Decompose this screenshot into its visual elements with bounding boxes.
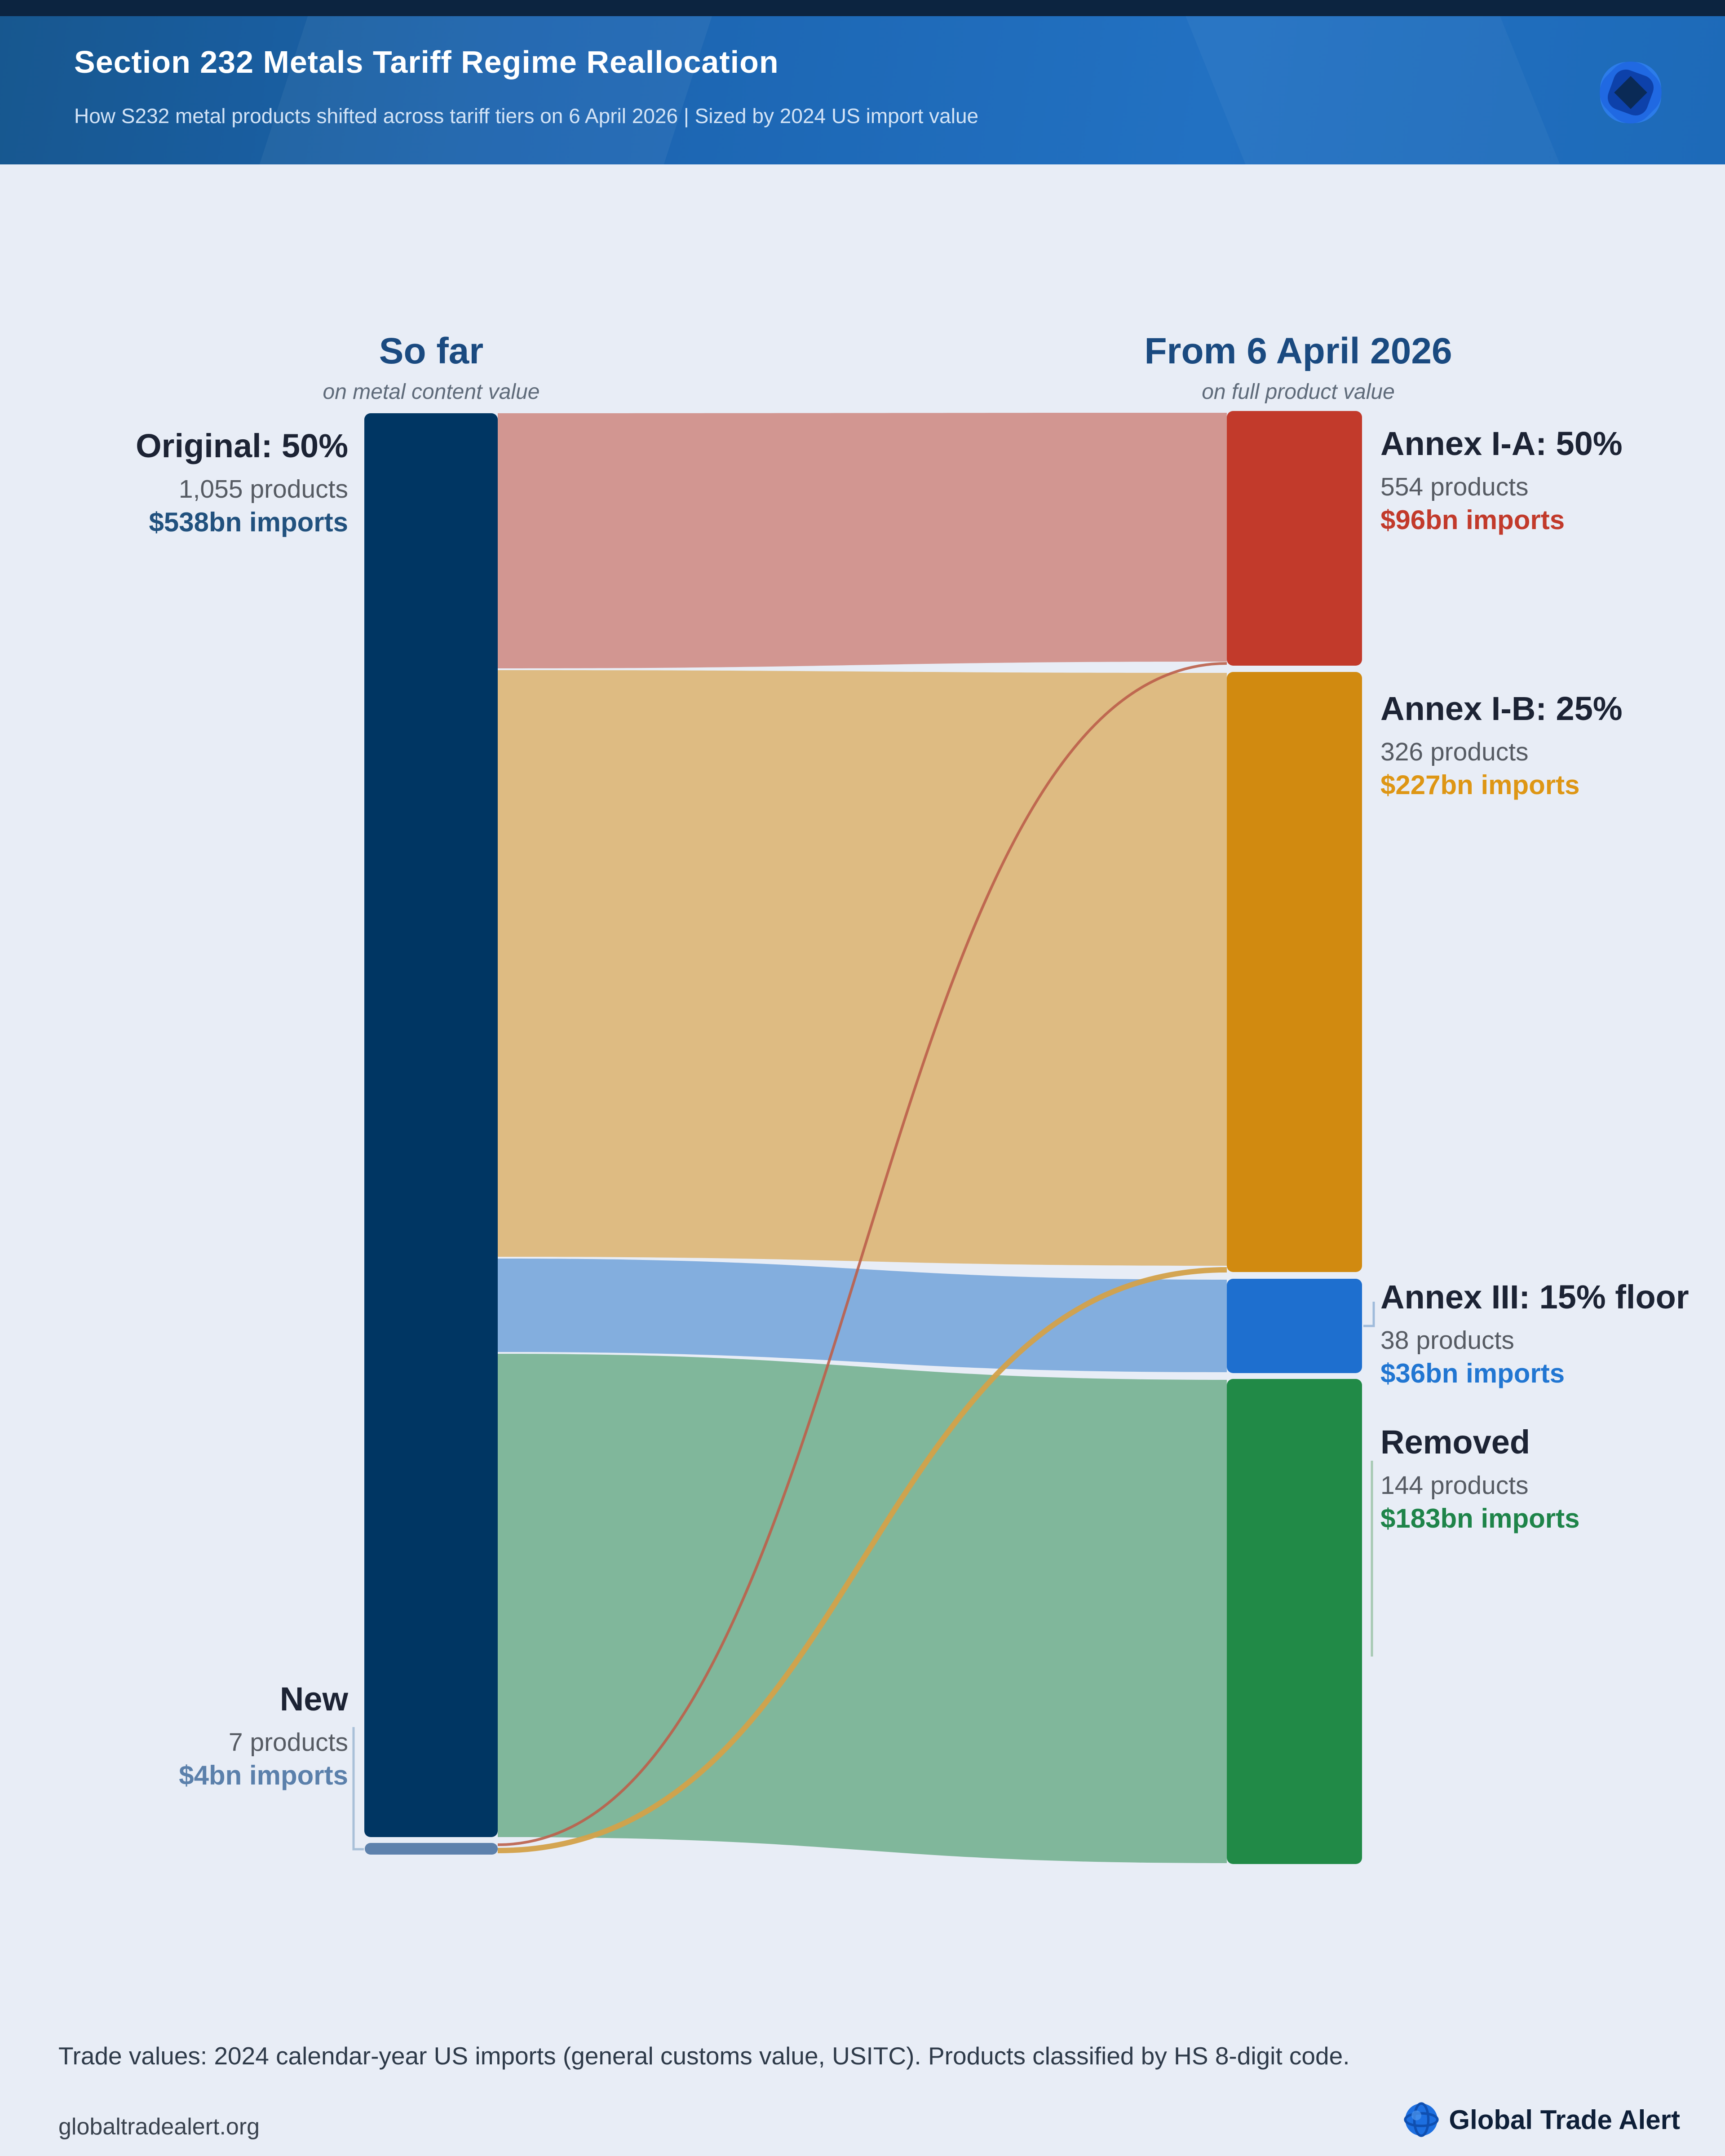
removed-imports: $183bn imports bbox=[1380, 1503, 1580, 1533]
annex-iii-title: Annex III: 15% floor bbox=[1380, 1278, 1689, 1316]
left-column-subtitle: on metal content value bbox=[323, 380, 540, 404]
node-annex-ia bbox=[1227, 411, 1362, 666]
new-imports: $4bn imports bbox=[179, 1760, 348, 1790]
new-label-connector bbox=[352, 1727, 364, 1851]
removed-products: 144 products bbox=[1380, 1471, 1529, 1500]
site-url: globaltradealert.org bbox=[58, 2114, 260, 2140]
flow-new-to-annex-ia bbox=[497, 662, 1227, 1846]
annex-ib-imports: $227bn imports bbox=[1380, 770, 1580, 800]
node-original bbox=[364, 413, 498, 1837]
annex-ib-title: Annex I-B: 25% bbox=[1380, 690, 1623, 727]
header: Section 232 Metals Tariff Regime Realloc… bbox=[0, 16, 1725, 164]
label-block-original: Original: 50% 1,055 products $538bn impo… bbox=[136, 425, 348, 539]
left-column-title: So far bbox=[379, 331, 484, 371]
label-block-removed: Removed 144 products $183bn imports bbox=[1380, 1422, 1579, 1535]
flow-original-to-annex-ia bbox=[498, 413, 1227, 668]
node-removed bbox=[1227, 1379, 1362, 1864]
flow-original-to-annex-ib bbox=[498, 670, 1227, 1266]
footnote: Trade values: 2024 calendar-year US impo… bbox=[58, 2042, 1350, 2070]
flow-original-to-annex-iii bbox=[498, 1259, 1227, 1372]
page-title: Section 232 Metals Tariff Regime Realloc… bbox=[74, 44, 779, 80]
annex-ib-products: 326 products bbox=[1380, 738, 1529, 766]
node-annex-ib bbox=[1227, 672, 1362, 1272]
label-block-new: New 7 products $4bn imports bbox=[179, 1679, 348, 1792]
label-block-annex-iii: Annex III: 15% floor 38 products $36bn i… bbox=[1380, 1277, 1689, 1390]
right-column-title: From 6 April 2026 bbox=[1144, 331, 1452, 371]
annex-ia-imports: $96bn imports bbox=[1380, 505, 1565, 535]
label-block-annex-ib: Annex I-B: 25% 326 products $227bn impor… bbox=[1380, 688, 1623, 801]
right-column-subtitle: on full product value bbox=[1202, 380, 1395, 404]
label-block-annex-ia: Annex I-A: 50% 554 products $96bn import… bbox=[1380, 423, 1623, 536]
removed-title: Removed bbox=[1380, 1423, 1530, 1461]
annex-ia-title: Annex I-A: 50% bbox=[1380, 425, 1623, 462]
brand-name: Global Trade Alert bbox=[1449, 2104, 1680, 2135]
original-imports: $538bn imports bbox=[149, 507, 348, 537]
flow-original-to-removed bbox=[498, 1354, 1227, 1863]
node-annex-iii bbox=[1227, 1279, 1362, 1373]
annex-ia-products: 554 products bbox=[1380, 473, 1529, 501]
node-new bbox=[365, 1843, 498, 1855]
original-title: Original: 50% bbox=[136, 427, 348, 464]
brand-lockup: Global Trade Alert bbox=[1404, 2102, 1680, 2137]
page-subtitle: How S232 metal products shifted across t… bbox=[74, 104, 979, 128]
new-products: 7 products bbox=[228, 1728, 348, 1757]
flow-new-to-annex-ib bbox=[497, 1267, 1227, 1853]
annex-iii-products: 38 products bbox=[1380, 1326, 1514, 1355]
new-title: New bbox=[279, 1680, 348, 1718]
top-accent-bar bbox=[0, 0, 1725, 16]
annex-iii-imports: $36bn imports bbox=[1380, 1358, 1565, 1388]
annex-iii-label-connector bbox=[1363, 1302, 1375, 1327]
gta-flower-logo-icon bbox=[1600, 62, 1662, 124]
globe-icon bbox=[1404, 2102, 1439, 2137]
original-products: 1,055 products bbox=[178, 475, 348, 504]
